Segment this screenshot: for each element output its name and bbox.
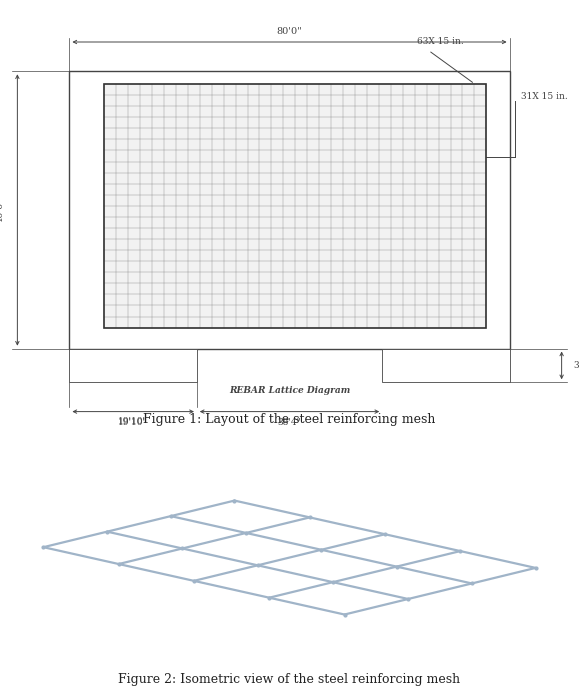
Text: Figure 1: Layout of the steel reinforcing mesh: Figure 1: Layout of the steel reinforcin… [144, 414, 435, 426]
Bar [104, 84, 486, 328]
Text: 80'0": 80'0" [277, 27, 302, 36]
Text: 3'0": 3'0" [573, 361, 579, 370]
Text: REBAR Lattice Diagram: REBAR Lattice Diagram [229, 386, 350, 395]
Bar [69, 349, 197, 382]
Text: 19'10": 19'10" [118, 417, 148, 426]
Bar [104, 84, 486, 328]
Text: 38'4": 38'4" [277, 418, 302, 427]
Bar [69, 71, 510, 349]
Text: 31X 15 in.: 31X 15 in. [521, 92, 568, 101]
Text: 63X 15 in.: 63X 15 in. [417, 37, 464, 46]
Bar [382, 349, 510, 382]
Text: Figure 2: Isometric view of the steel reinforcing mesh: Figure 2: Isometric view of the steel re… [119, 673, 460, 686]
Text: 19'10": 19'10" [118, 418, 148, 427]
Text: 40'0": 40'0" [0, 197, 5, 223]
